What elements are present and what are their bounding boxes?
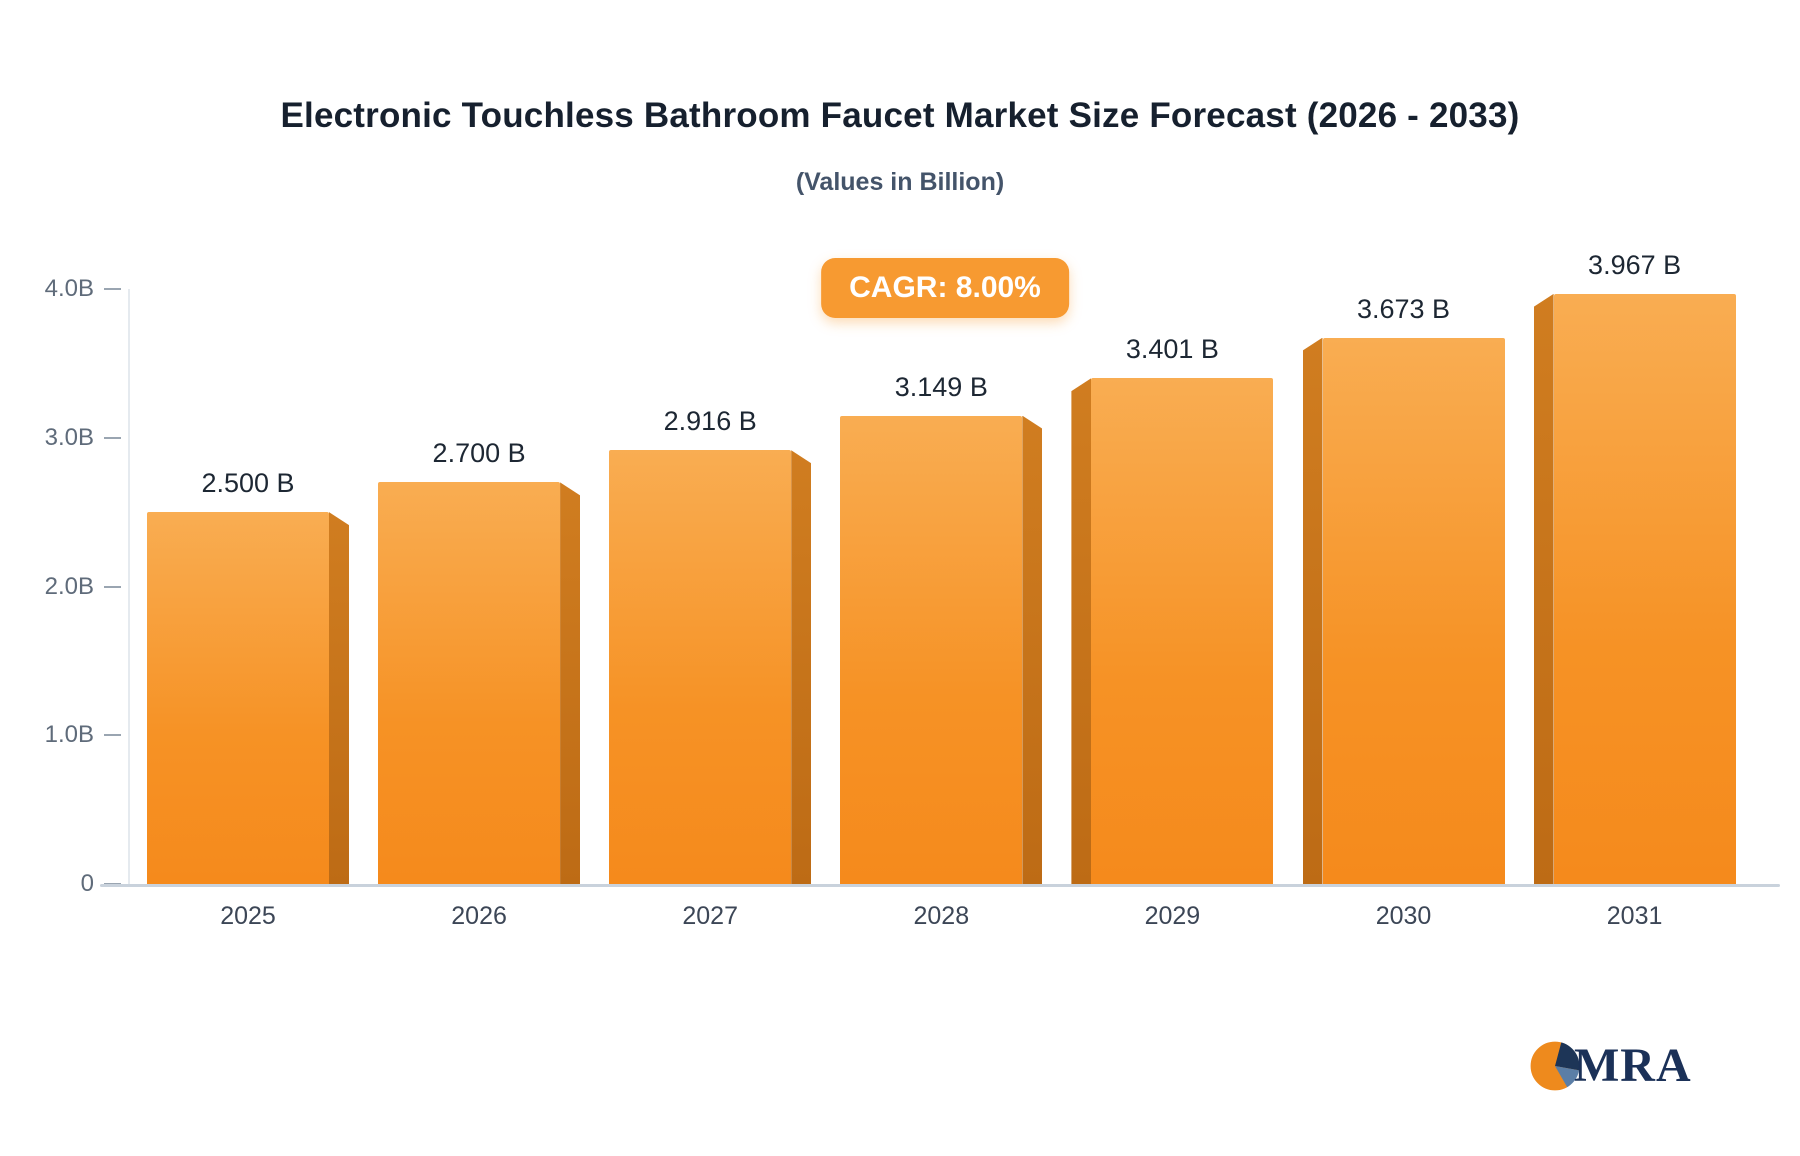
bar-value-label-2031: 3.967 B: [1588, 249, 1682, 280]
x-axis-label-2030: 2030: [1375, 902, 1432, 930]
bar-side-2029: [1071, 378, 1092, 884]
bar-side-2027: [791, 450, 812, 884]
x-axis-label-2026: 2026: [451, 902, 507, 930]
y-tick-mark-3: [104, 436, 121, 439]
chart-title: Electronic Touchless Bathroom Faucet Mar…: [280, 96, 1520, 135]
bar-value-label-2025: 2.500 B: [201, 468, 295, 499]
x-axis-label-2027: 2027: [682, 902, 738, 930]
bar-side-2026: [560, 482, 581, 884]
y-tick-mark-1: [104, 734, 121, 737]
bar-2031: [1553, 293, 1736, 884]
bar-side-2031: [1533, 293, 1554, 884]
bar-side-2030: [1302, 337, 1323, 884]
bar-value-label-2028: 3.149 B: [894, 371, 988, 402]
x-axis-label-2025: 2025: [220, 902, 276, 930]
pie-chart-icon: [1529, 1040, 1581, 1091]
x-axis-label-2029: 2029: [1144, 902, 1201, 930]
bar-2029: [1091, 378, 1274, 884]
bar-2028: [840, 415, 1023, 884]
bar-value-label-2030: 3.673 B: [1356, 293, 1451, 324]
x-axis-baseline: [100, 884, 1780, 887]
y-tick-label-1: 1.0B: [44, 721, 94, 749]
y-tick-label-4: 4.0B: [44, 275, 94, 302]
bar-2025: [147, 512, 329, 884]
logo-text: MRA: [1574, 1039, 1692, 1092]
bar-value-label-2029: 3.401 B: [1125, 334, 1219, 365]
y-tick-label-0: 0: [80, 870, 94, 897]
bar-2030: [1322, 337, 1505, 884]
bar-2027: [609, 450, 792, 884]
y-tick-mark-4: [104, 288, 121, 290]
bar-side-2028: [1022, 415, 1043, 884]
bar-2026: [378, 482, 561, 884]
y-tick-label-3: 3.0B: [44, 423, 94, 451]
y-tick-label-2: 2.0B: [44, 572, 94, 600]
bar-value-label-2027: 2.916 B: [663, 406, 757, 437]
x-axis-label-2031: 2031: [1606, 902, 1663, 930]
bar-side-2025: [329, 512, 349, 884]
y-tick-mark-2: [104, 585, 121, 588]
bar-value-label-2026: 2.700 B: [432, 438, 526, 469]
cagr-badge: CAGR: 8.00%: [821, 258, 1069, 318]
y-axis-line: [128, 289, 130, 885]
chart-subtitle: (Values in Billion): [795, 168, 1005, 196]
mra-logo: MRA: [1528, 1038, 1692, 1093]
x-axis-label-2028: 2028: [913, 902, 970, 930]
